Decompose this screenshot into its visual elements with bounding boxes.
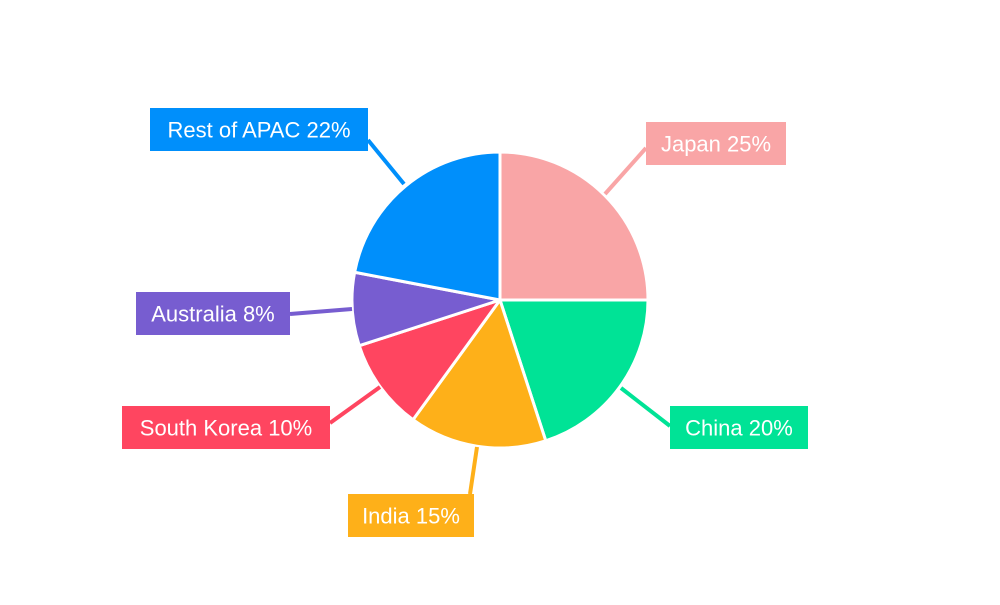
slice-label-text-australia: Australia 8% bbox=[151, 302, 275, 327]
leader-line-china bbox=[619, 386, 672, 428]
slice-label-box-south-korea bbox=[122, 406, 330, 449]
slice-label-japan: Japan 25% bbox=[646, 122, 786, 165]
leader-line-south-korea bbox=[328, 385, 382, 425]
slices-layer bbox=[350, 150, 650, 450]
pie-slice-japan bbox=[498, 150, 650, 302]
slice-label-box-rest-of-apac bbox=[150, 108, 368, 151]
slice-label-south-korea: South Korea 10% bbox=[122, 406, 330, 449]
slice-label-text-india: India 15% bbox=[362, 504, 460, 529]
slice-label-text-south-korea: South Korea 10% bbox=[140, 416, 312, 441]
pie-slice-india bbox=[411, 298, 548, 450]
leader-line-india bbox=[468, 446, 479, 495]
slice-label-china: China 20% bbox=[670, 406, 808, 449]
leader-line-rest-of-apac bbox=[366, 138, 406, 186]
pie-slice-rest-of-apac bbox=[353, 150, 502, 302]
slice-label-box-japan bbox=[646, 122, 786, 165]
slice-label-australia: Australia 8% bbox=[136, 292, 290, 335]
pie-slice-south-korea bbox=[357, 298, 502, 422]
leader-line-japan bbox=[603, 146, 648, 196]
leader-line-australia bbox=[289, 307, 353, 316]
slice-label-box-india bbox=[348, 494, 474, 537]
slice-label-text-japan: Japan 25% bbox=[661, 132, 771, 157]
slice-label-rest-of-apac: Rest of APAC 22% bbox=[150, 108, 368, 151]
slice-label-text-china: China 20% bbox=[685, 416, 793, 441]
slice-label-india: India 15% bbox=[348, 494, 474, 537]
labels-layer: Japan 25% China 20% India 15% South Korea 1… bbox=[122, 108, 808, 537]
pie-slice-china bbox=[498, 298, 650, 443]
leader-lines-layer bbox=[289, 138, 672, 495]
slice-label-text-rest-of-apac: Rest of APAC 22% bbox=[167, 118, 350, 143]
slice-label-box-china bbox=[670, 406, 808, 449]
slice-label-box-australia bbox=[136, 292, 290, 335]
